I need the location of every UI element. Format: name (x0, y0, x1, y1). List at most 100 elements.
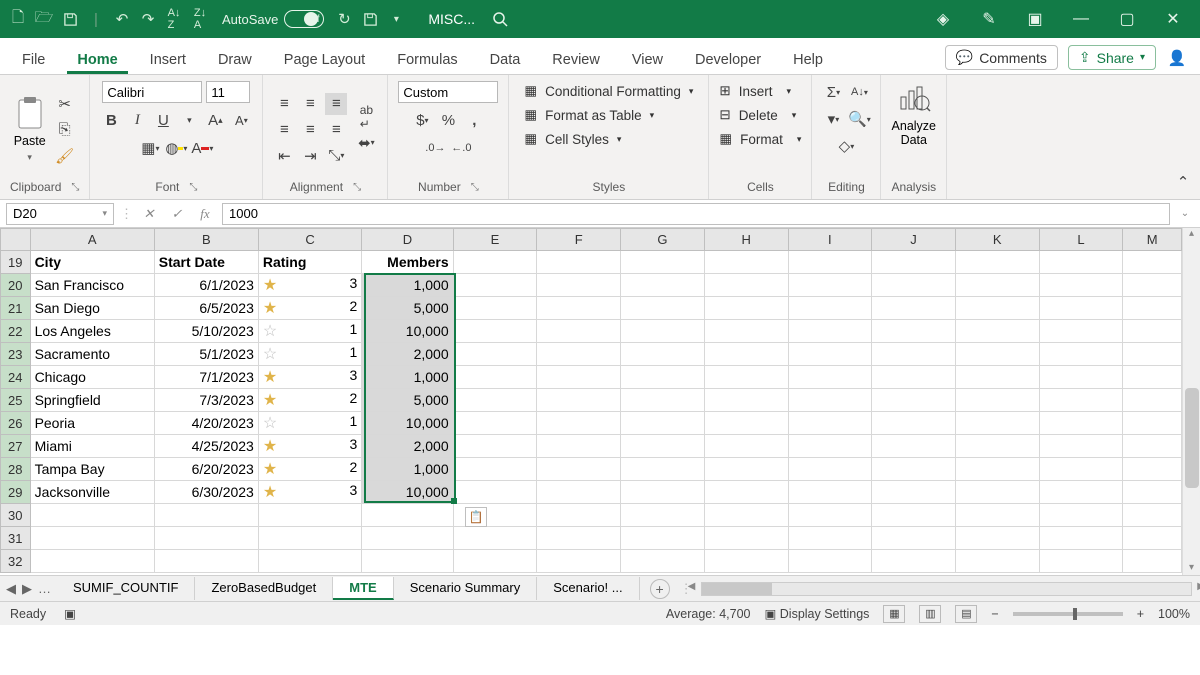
cell[interactable] (788, 504, 872, 527)
tab-review[interactable]: Review (542, 44, 610, 74)
delete-cells-button[interactable]: ⊟Delete▾ (719, 105, 796, 125)
cell[interactable] (955, 458, 1039, 481)
cell[interactable] (872, 481, 956, 504)
analyze-data-icon[interactable] (897, 81, 931, 115)
paste-icon[interactable] (15, 96, 45, 130)
cell[interactable] (362, 504, 453, 527)
cell[interactable] (1039, 343, 1123, 366)
expand-formula-icon[interactable]: ⌄ (1176, 208, 1194, 219)
cell[interactable] (788, 274, 872, 297)
cell[interactable] (537, 481, 621, 504)
align-right-icon[interactable]: ≡ (325, 119, 347, 141)
cell[interactable]: ☆1 (258, 320, 361, 343)
cell[interactable] (621, 527, 705, 550)
font-color-icon[interactable]: A▾ (191, 137, 213, 159)
cell[interactable] (1039, 435, 1123, 458)
font-name-select[interactable] (102, 81, 202, 103)
cell[interactable]: ★3 (258, 366, 361, 389)
cell[interactable] (621, 412, 705, 435)
cell[interactable] (872, 412, 956, 435)
cell[interactable]: City (30, 251, 154, 274)
cell[interactable] (704, 297, 788, 320)
cell[interactable] (453, 481, 537, 504)
decrease-font-icon[interactable]: A▾ (230, 109, 252, 131)
cell[interactable] (872, 274, 956, 297)
cell[interactable]: ☆1 (258, 412, 361, 435)
cell[interactable]: ★3 (258, 274, 361, 297)
cell[interactable]: 5,000 (362, 389, 453, 412)
collapse-ribbon-icon[interactable]: ⌃ (1172, 171, 1194, 193)
cell[interactable] (1123, 527, 1182, 550)
cell[interactable] (872, 435, 956, 458)
cell[interactable] (872, 297, 956, 320)
cell[interactable] (30, 550, 154, 573)
cell[interactable] (537, 412, 621, 435)
paste-options-icon[interactable]: 📋 (465, 507, 487, 527)
cell[interactable]: San Diego (30, 297, 154, 320)
column-header[interactable]: G (621, 229, 705, 251)
cell[interactable] (154, 527, 258, 550)
cell[interactable]: 5/10/2023 (154, 320, 258, 343)
cell[interactable] (1123, 343, 1182, 366)
cell[interactable] (1039, 504, 1123, 527)
bold-button[interactable]: B (100, 109, 122, 131)
cell[interactable] (955, 297, 1039, 320)
sheet-list-icon[interactable]: … (38, 581, 51, 597)
diamond-icon[interactable]: ◈ (922, 5, 964, 33)
sheet-tab[interactable]: MTE (333, 577, 393, 600)
cell[interactable] (955, 435, 1039, 458)
cell[interactable] (1039, 458, 1123, 481)
conditional-formatting-button[interactable]: ▦Conditional Formatting▾ (524, 81, 693, 101)
clear-icon[interactable]: ◇▾ (835, 135, 857, 157)
cell[interactable] (1039, 251, 1123, 274)
cell[interactable] (362, 527, 453, 550)
cell[interactable]: Jacksonville (30, 481, 154, 504)
cell[interactable] (955, 251, 1039, 274)
page-layout-view-icon[interactable]: ▥ (919, 605, 941, 623)
display-settings-button[interactable]: ▣ Display Settings (764, 606, 869, 621)
cell[interactable] (537, 274, 621, 297)
cell[interactable]: 6/5/2023 (154, 297, 258, 320)
cell[interactable] (453, 389, 537, 412)
cell[interactable] (537, 389, 621, 412)
cell[interactable] (955, 550, 1039, 573)
cell[interactable] (621, 366, 705, 389)
cell[interactable] (704, 458, 788, 481)
align-bottom-icon[interactable]: ≡ (325, 93, 347, 115)
column-header[interactable]: H (704, 229, 788, 251)
new-file-icon[interactable]: 🗋 (6, 7, 30, 31)
cell[interactable] (621, 389, 705, 412)
row-header[interactable]: 27 (1, 435, 31, 458)
cell[interactable] (453, 366, 537, 389)
format-painter-icon[interactable]: 🖌 (54, 145, 76, 167)
align-middle-icon[interactable]: ≡ (299, 93, 321, 115)
cell[interactable] (872, 504, 956, 527)
cell[interactable] (1123, 504, 1182, 527)
cell[interactable]: Rating (258, 251, 361, 274)
name-box[interactable]: D20▾ (6, 203, 114, 225)
cell[interactable] (704, 389, 788, 412)
zoom-out-button[interactable]: − (991, 607, 998, 621)
cell[interactable] (537, 297, 621, 320)
save-icon[interactable] (58, 7, 82, 31)
cell[interactable] (30, 504, 154, 527)
borders-icon[interactable]: ▦▾ (139, 137, 161, 159)
share-button[interactable]: ⇪Share▾ (1068, 45, 1156, 70)
row-header[interactable]: 26 (1, 412, 31, 435)
column-header[interactable]: D (362, 229, 453, 251)
cell[interactable] (704, 320, 788, 343)
refresh-icon[interactable]: ↻ (332, 7, 356, 31)
cell[interactable] (30, 527, 154, 550)
cell-styles-button[interactable]: ▦Cell Styles▾ (524, 129, 621, 149)
cell[interactable]: 5/1/2023 (154, 343, 258, 366)
sheet-tab[interactable]: SUMIF_COUNTIF (57, 577, 195, 600)
tab-formulas[interactable]: Formulas (387, 44, 467, 74)
cell[interactable] (1123, 389, 1182, 412)
column-header[interactable]: K (955, 229, 1039, 251)
cell[interactable] (1039, 297, 1123, 320)
cell[interactable]: Tampa Bay (30, 458, 154, 481)
cell[interactable] (621, 550, 705, 573)
paste-label[interactable]: Paste (14, 134, 46, 148)
cell[interactable]: Miami (30, 435, 154, 458)
row-header[interactable]: 30 (1, 504, 31, 527)
